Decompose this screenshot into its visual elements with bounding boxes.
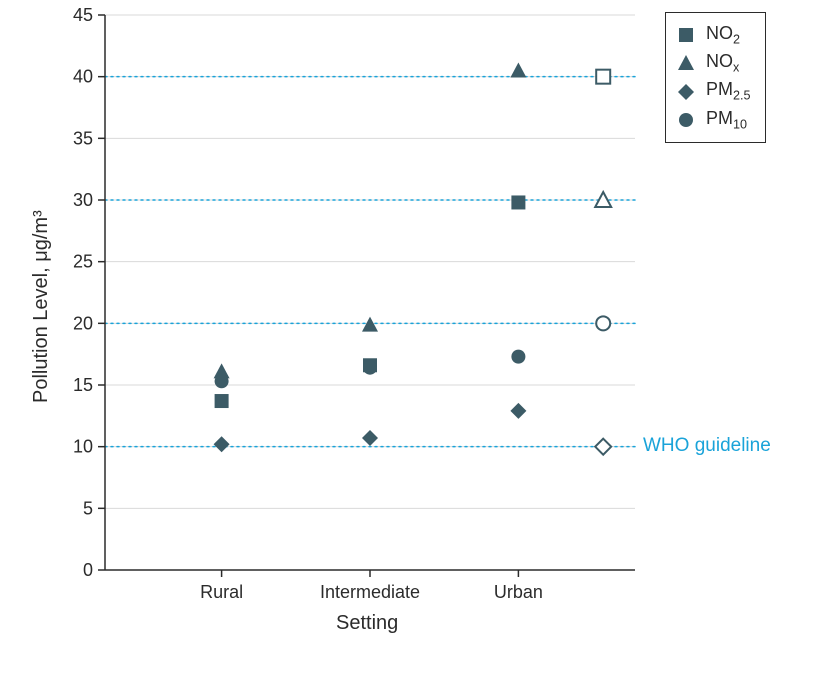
legend-item-PM10: PM10 <box>676 106 751 134</box>
x-tick-label: Intermediate <box>320 582 420 602</box>
marker-PM10 <box>511 350 525 364</box>
who-marker-circle <box>596 316 610 330</box>
y-tick-label: 0 <box>83 560 93 580</box>
who-marker-square <box>596 70 610 84</box>
x-tick-label: Rural <box>200 582 243 602</box>
legend-label: NOx <box>706 49 739 77</box>
x-axis-title: Setting <box>336 612 398 635</box>
legend-item-NO2: NO2 <box>676 21 751 49</box>
y-tick-label: 35 <box>73 128 93 148</box>
chart-container: { "chart": { "type": "scatter", "backgro… <box>0 0 837 695</box>
y-tick-label: 30 <box>73 190 93 210</box>
legend-marker-icon <box>679 113 693 127</box>
who-guideline-label: WHO guideline <box>643 435 771 457</box>
legend-label: PM2.5 <box>706 77 751 105</box>
y-tick-label: 25 <box>73 252 93 272</box>
marker-PM10 <box>363 361 377 375</box>
y-axis-title: Pollution Level, μg/m³ <box>30 210 53 403</box>
legend-label: PM10 <box>706 106 747 134</box>
legend-marker-icon <box>678 55 694 70</box>
legend-label: NO2 <box>706 21 740 49</box>
legend-marker-icon <box>679 28 693 42</box>
y-tick-label: 40 <box>73 67 93 87</box>
legend-item-PM2.5: PM2.5 <box>676 77 751 105</box>
legend-marker-icon <box>678 84 694 100</box>
y-tick-label: 5 <box>83 498 93 518</box>
y-tick-label: 10 <box>73 437 93 457</box>
x-tick-label: Urban <box>494 582 543 602</box>
legend-item-NOx: NOx <box>676 49 751 77</box>
legend: NO2NOxPM2.5PM10 <box>665 12 766 143</box>
y-tick-label: 15 <box>73 375 93 395</box>
marker-NO2 <box>215 394 229 408</box>
marker-NO2 <box>511 195 525 209</box>
y-tick-label: 45 <box>73 5 93 25</box>
y-tick-label: 20 <box>73 313 93 333</box>
marker-PM10 <box>215 374 229 388</box>
